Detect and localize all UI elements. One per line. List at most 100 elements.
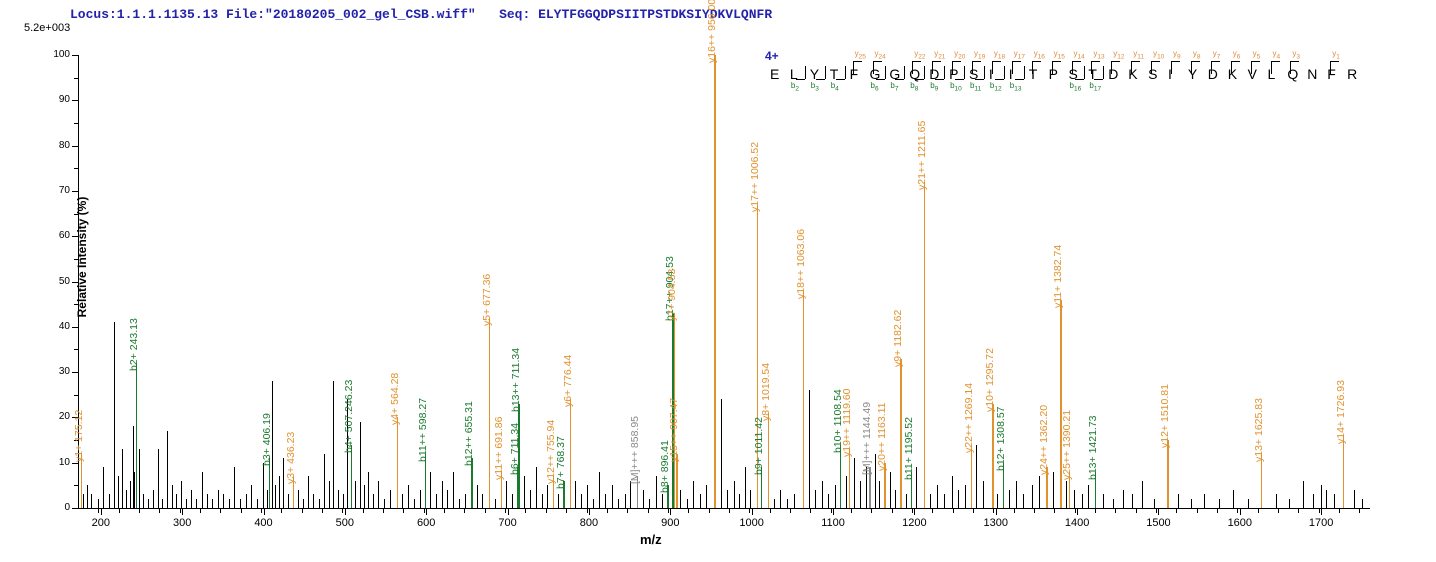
y-ion-tick-arm [1071, 61, 1081, 62]
b-ion-tick [804, 66, 806, 79]
x-tick [100, 509, 102, 515]
y-tick [72, 281, 78, 283]
peak-label: y15++ 907.47 [668, 397, 681, 462]
peak-unassigned [720, 399, 722, 508]
y-ion-tick-arm [1111, 61, 1121, 62]
peak-unassigned [1112, 498, 1114, 508]
peak-unassigned [91, 494, 93, 508]
peak-unassigned [82, 494, 84, 508]
y-ion-tick-arm [1131, 61, 1141, 62]
x-tick-minor [769, 509, 771, 513]
x-tick-minor [728, 509, 730, 513]
peak-unassigned [147, 498, 149, 508]
peak-unassigned [929, 494, 931, 508]
y-ion-tick [1250, 62, 1252, 74]
peak-unassigned [1177, 494, 1179, 508]
peak-unassigned [1065, 480, 1067, 508]
x-tick [507, 509, 509, 515]
y-ion-tick-arm [1171, 61, 1180, 62]
peak-y-ion [714, 55, 716, 508]
peak-y-ion [1167, 440, 1169, 508]
peak-unassigned [1132, 494, 1134, 508]
x-tick-minor [586, 509, 588, 513]
x-tick-label: 600 [417, 517, 436, 529]
peak-unassigned [297, 489, 299, 508]
peak-precursor-ion [869, 467, 871, 508]
x-tick-minor [98, 509, 100, 513]
peak-unassigned [686, 498, 688, 508]
y-ion-tick [972, 62, 973, 74]
b-ion-tick [884, 66, 886, 79]
peak-unassigned [228, 498, 230, 508]
peak-y-ion [756, 204, 759, 508]
ladder-residue: D [1108, 66, 1119, 82]
y-axis-line [78, 55, 79, 508]
peak-unassigned [359, 421, 361, 508]
ladder-residue: K [1128, 66, 1138, 82]
peak-unassigned [1288, 498, 1290, 508]
y-tick [72, 236, 78, 238]
x-tick [751, 509, 753, 515]
peak-unassigned [274, 485, 276, 508]
peak-unassigned [951, 476, 953, 508]
peak-unassigned [727, 489, 729, 508]
peak-b-ion [672, 313, 674, 508]
peak-unassigned [1103, 494, 1105, 508]
peak-label: b11++ 598.27 [416, 397, 429, 462]
peak-y-ion [676, 453, 678, 508]
peak-unassigned [1218, 498, 1220, 508]
y-ion-label: y11 [1133, 49, 1144, 61]
peak-y-ion [992, 403, 994, 508]
peak-unassigned [171, 485, 173, 508]
peak-unassigned [937, 485, 939, 508]
ladder-residue: S [1148, 66, 1158, 82]
y-tick-minor [74, 485, 78, 487]
peak-unassigned [1038, 476, 1040, 508]
peak-y-ion [970, 444, 972, 508]
y-tick-label: 70 [58, 184, 70, 196]
y-tick-label: 10 [58, 456, 70, 468]
y-ion-label: y12 [1113, 49, 1125, 61]
peak-unassigned [482, 494, 484, 508]
x-tick-label: 1600 [1227, 517, 1253, 529]
y-tick-minor [74, 122, 78, 124]
peak-label: y3+ 436.23 [284, 432, 297, 485]
peak-unassigned [108, 494, 110, 508]
peak-unassigned [982, 480, 984, 508]
x-tick-minor [1156, 509, 1158, 513]
x-tick [1321, 509, 1323, 515]
y-ion-label: y22 [914, 49, 926, 61]
peak-unassigned [547, 485, 549, 508]
x-tick-label: 1500 [1146, 517, 1171, 529]
peak-unassigned [808, 390, 810, 508]
y-ion-label: y20 [954, 49, 966, 61]
peak-label: y12+ 1510.81 [1159, 384, 1172, 449]
y-ion-label: y25 [854, 49, 866, 61]
x-tick-label: 800 [579, 517, 599, 529]
peak-y-ion [489, 317, 491, 508]
peak-unassigned [529, 489, 531, 508]
peak-unassigned [266, 489, 268, 508]
peak-unassigned [739, 494, 741, 508]
peak-label: b3+ 406.19 [260, 413, 273, 467]
y-ion-tick-arm [1290, 61, 1300, 62]
peak-unassigned [134, 471, 136, 508]
peak-y-ion [884, 462, 886, 508]
peak-unassigned [733, 480, 735, 508]
b-ion-label: b13 [1009, 81, 1022, 93]
b-ion-label: b9 [930, 81, 939, 93]
peak-unassigned [854, 458, 856, 508]
b-ion-tick-arm [935, 79, 945, 80]
b-ion-label: b7 [890, 81, 899, 93]
x-tick [914, 509, 916, 515]
y-ion-label: y24 [874, 49, 886, 61]
ladder-residue: R [1347, 66, 1358, 82]
x-tick-minor [708, 509, 710, 513]
peak-label: y24++ 1362.20 [1038, 405, 1051, 476]
peak-unassigned [828, 494, 830, 508]
ladder-residue: Q [909, 66, 921, 82]
peak-unassigned [262, 462, 264, 508]
x-tick-minor [789, 509, 791, 513]
x-tick-minor [118, 509, 120, 513]
peak-unassigned [435, 494, 437, 508]
